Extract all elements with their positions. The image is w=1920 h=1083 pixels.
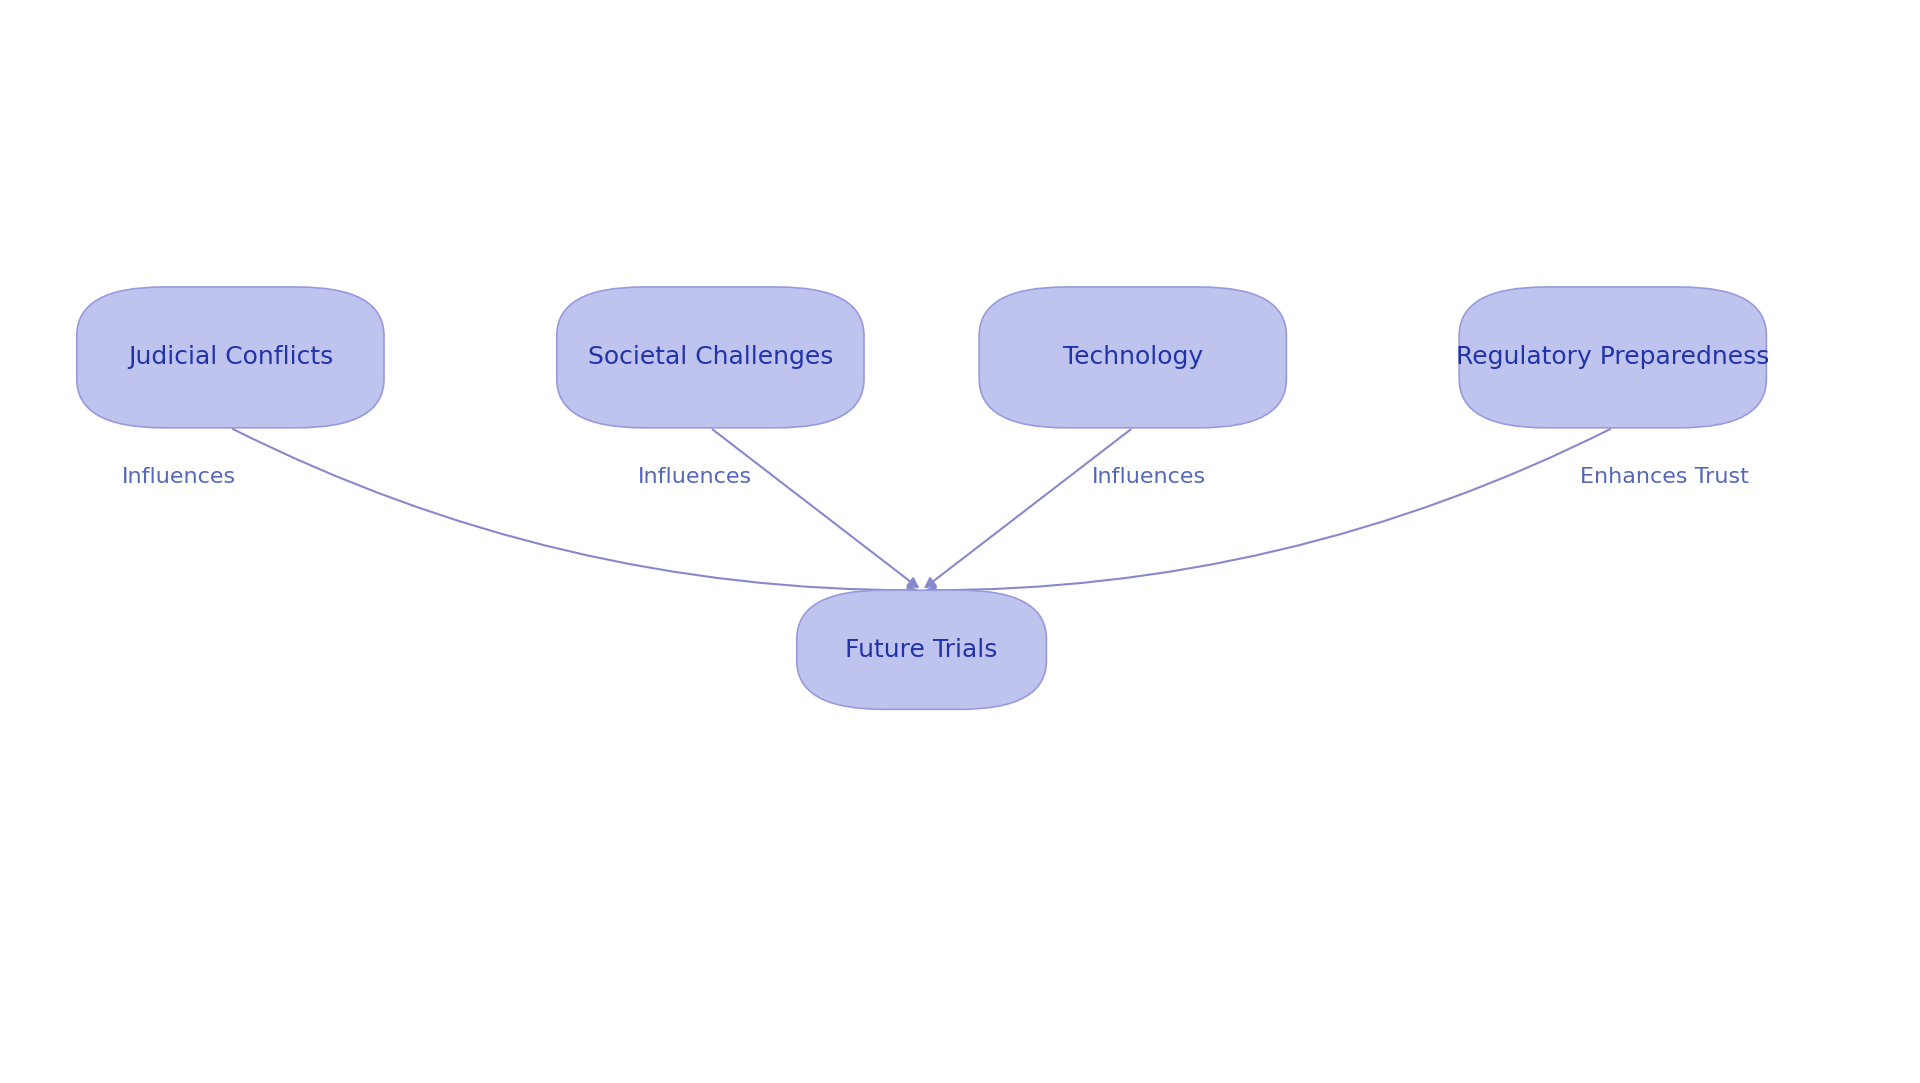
Text: Influences: Influences bbox=[637, 467, 751, 486]
Text: Enhances Trust: Enhances Trust bbox=[1580, 467, 1749, 486]
FancyBboxPatch shape bbox=[1459, 287, 1766, 428]
Text: Regulatory Preparedness: Regulatory Preparedness bbox=[1455, 345, 1770, 369]
Text: Influences: Influences bbox=[121, 467, 236, 486]
FancyBboxPatch shape bbox=[557, 287, 864, 428]
Text: Influences: Influences bbox=[1092, 467, 1206, 486]
Text: Judicial Conflicts: Judicial Conflicts bbox=[129, 345, 332, 369]
FancyBboxPatch shape bbox=[77, 287, 384, 428]
Text: Technology: Technology bbox=[1064, 345, 1202, 369]
FancyBboxPatch shape bbox=[797, 590, 1046, 709]
Text: Future Trials: Future Trials bbox=[845, 638, 998, 662]
Text: Societal Challenges: Societal Challenges bbox=[588, 345, 833, 369]
FancyBboxPatch shape bbox=[979, 287, 1286, 428]
